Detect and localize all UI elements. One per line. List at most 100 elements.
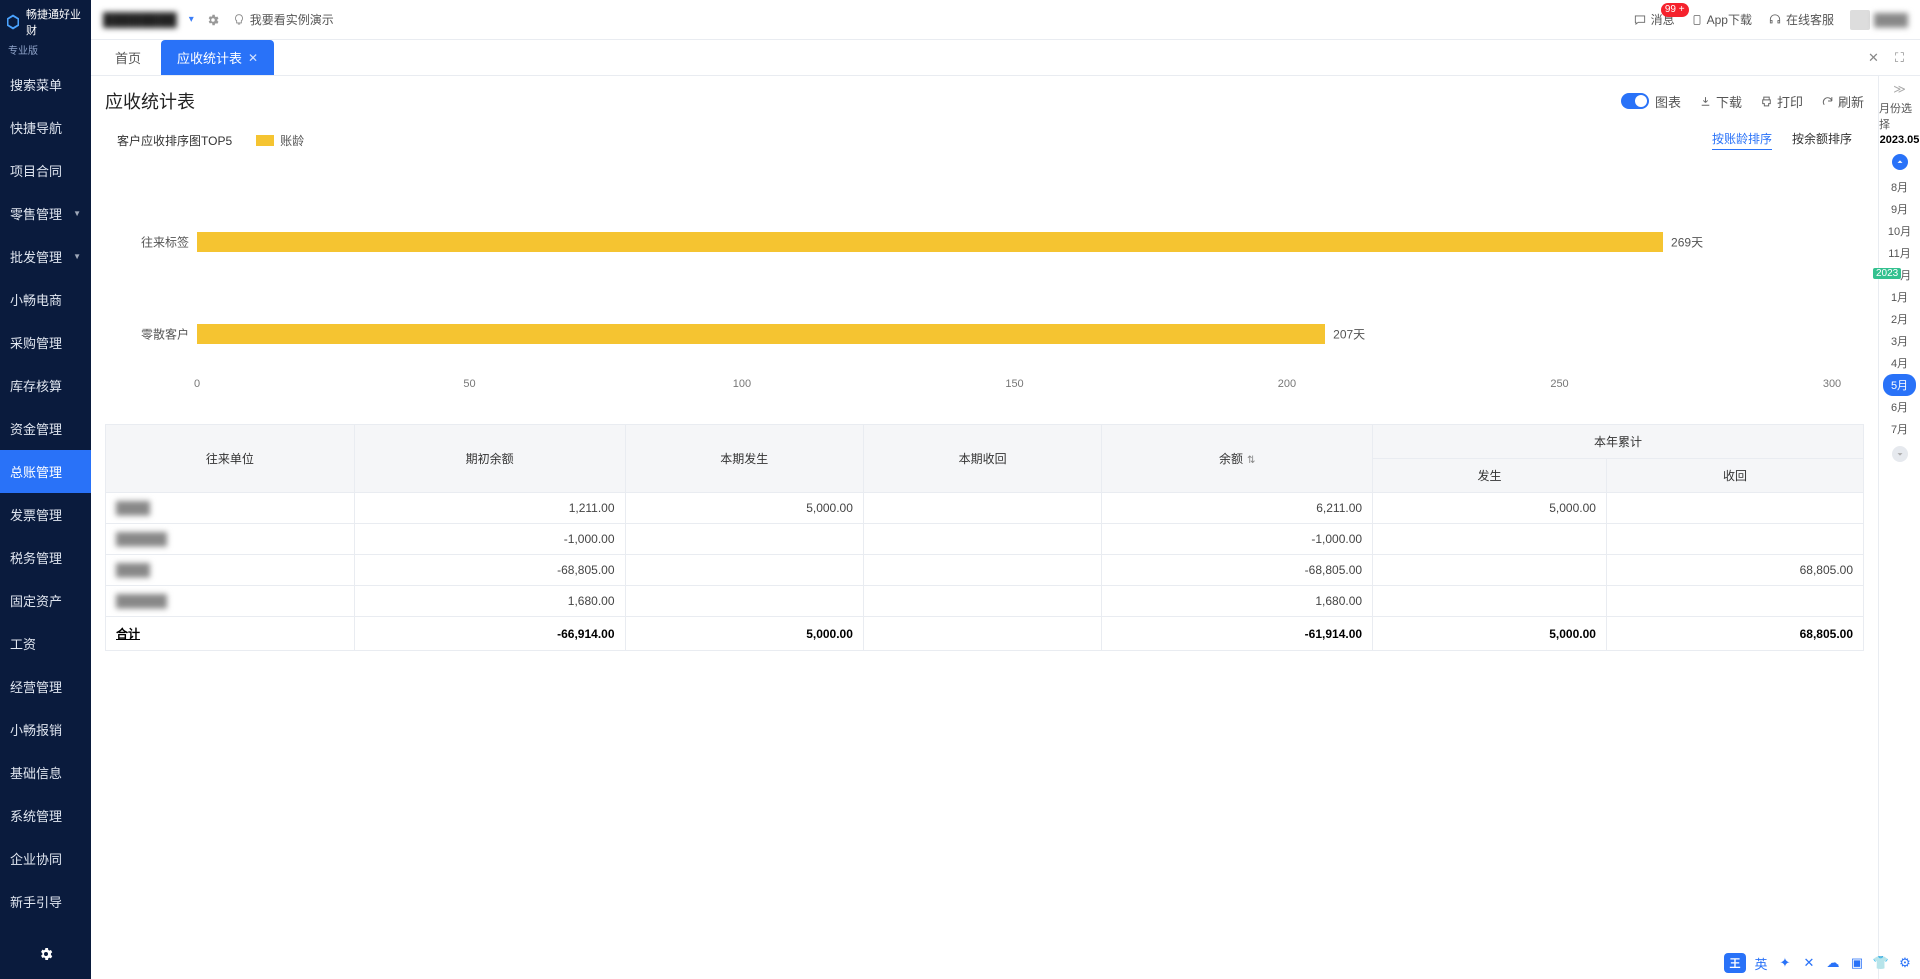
nav-item-8[interactable]: 资金管理	[0, 407, 91, 450]
cell-balance: 1,680.00	[1102, 586, 1373, 617]
nav-item-6[interactable]: 采购管理	[0, 321, 91, 364]
col-begin-balance[interactable]: 期初余额	[354, 425, 625, 493]
tray-icon[interactable]: 👕	[1872, 954, 1890, 972]
nav-item-10[interactable]: 发票管理	[0, 493, 91, 536]
table-row[interactable]: ████-68,805.00-68,805.0068,805.00	[106, 555, 1864, 586]
refresh-button[interactable]: 刷新	[1821, 92, 1864, 111]
nav-item-14[interactable]: 经营管理	[0, 665, 91, 708]
month-item[interactable]: 3月	[1879, 330, 1920, 352]
org-selector[interactable]: ████████	[103, 12, 177, 27]
col-partner[interactable]: 往来单位	[106, 425, 355, 493]
sort-by-aging[interactable]: 按账龄排序	[1712, 130, 1772, 150]
receivables-table: 往来单位 期初余额 本期发生 本期收回 余额⇅ 本年累计 发生 收回 ████1…	[105, 424, 1864, 651]
month-item[interactable]: 2月	[1879, 308, 1920, 330]
col-ytd-occur[interactable]: 发生	[1373, 459, 1607, 493]
month-item[interactable]: 6月	[1879, 396, 1920, 418]
headset-icon	[1768, 13, 1782, 27]
chart-bar-row: 269天	[197, 232, 1832, 252]
sidebar-settings[interactable]	[0, 932, 91, 979]
tray-icon[interactable]: ✕	[1800, 954, 1818, 972]
month-item[interactable]: 9月	[1879, 198, 1920, 220]
month-item[interactable]: 10月	[1879, 220, 1920, 242]
cell-ytd-recv: 68,805.00	[1606, 555, 1863, 586]
nav-item-2[interactable]: 项目合同	[0, 149, 91, 192]
nav-item-1[interactable]: 快捷导航	[0, 106, 91, 149]
nav-item-label: 税务管理	[10, 548, 62, 567]
cell-partner: ██████	[106, 524, 355, 555]
chart-bar[interactable]	[197, 232, 1663, 252]
table-row[interactable]: ██████-1,000.00-1,000.00	[106, 524, 1864, 555]
tray-icon[interactable]: ✦	[1776, 954, 1794, 972]
col-balance[interactable]: 余额⇅	[1102, 425, 1373, 493]
nav-item-0[interactable]: 搜索菜单	[0, 63, 91, 106]
fullscreen-icon[interactable]: ⛶	[1891, 46, 1908, 70]
user-menu[interactable]: ████	[1850, 10, 1908, 30]
month-panel-title: 月份选择	[1879, 100, 1920, 132]
nav-item-12[interactable]: 固定资产	[0, 579, 91, 622]
month-item[interactable]: 8月	[1879, 176, 1920, 198]
tray-icon[interactable]: ▣	[1848, 954, 1866, 972]
nav-item-label: 零售管理	[10, 204, 62, 223]
month-item[interactable]: 7月	[1879, 418, 1920, 440]
gear-icon	[38, 946, 54, 962]
sort-by-balance[interactable]: 按余额排序	[1792, 130, 1852, 150]
tray-icon[interactable]: 英	[1752, 954, 1770, 972]
org-settings-icon[interactable]	[206, 13, 220, 27]
download-button[interactable]: 下载	[1699, 92, 1742, 111]
print-icon	[1760, 95, 1773, 108]
nav-item-4[interactable]: 批发管理▼	[0, 235, 91, 278]
sort-icon[interactable]: ⇅	[1247, 455, 1255, 466]
nav-item-16[interactable]: 基础信息	[0, 751, 91, 794]
month-scroll-up[interactable]	[1892, 154, 1908, 170]
tabs-close-all-icon[interactable]: ✕	[1864, 46, 1883, 70]
print-button[interactable]: 打印	[1760, 92, 1803, 111]
close-icon[interactable]: ✕	[248, 51, 258, 65]
chart-toggle[interactable]: 图表	[1621, 92, 1681, 111]
table-row[interactable]: ██████1,680.001,680.00	[106, 586, 1864, 617]
page-title: 应收统计表	[105, 88, 195, 114]
cell-occur: 5,000.00	[625, 493, 863, 524]
nav-item-17[interactable]: 系统管理	[0, 794, 91, 837]
tab-receivables-stats[interactable]: 应收统计表 ✕	[161, 40, 274, 75]
month-item[interactable]: 1月	[1879, 286, 1920, 308]
sidebar: 畅捷通好业财 专业版 搜索菜单快捷导航项目合同零售管理▼批发管理▼小畅电商采购管…	[0, 0, 91, 979]
month-item[interactable]: 11月	[1879, 242, 1920, 264]
app-download-button[interactable]: App下载	[1691, 11, 1752, 28]
month-item[interactable]: 4月	[1879, 352, 1920, 374]
nav-item-5[interactable]: 小畅电商	[0, 278, 91, 321]
nav-item-label: 小畅报销	[10, 720, 62, 739]
ime-main-icon[interactable]: 王	[1724, 953, 1746, 973]
chevron-down-icon[interactable]: ▾	[189, 14, 194, 25]
chart-x-tick: 200	[1278, 378, 1296, 390]
chart-legend: 账龄	[256, 132, 304, 149]
demo-link[interactable]: 我要看实例演示	[232, 11, 334, 28]
online-service-button[interactable]: 在线客服	[1768, 11, 1834, 28]
nav-item-3[interactable]: 零售管理▼	[0, 192, 91, 235]
messages-button[interactable]: 消息 99 +	[1633, 11, 1675, 28]
nav-item-7[interactable]: 库存核算	[0, 364, 91, 407]
nav-item-9[interactable]: 总账管理	[0, 450, 91, 493]
cell-occur	[625, 555, 863, 586]
nav-item-15[interactable]: 小畅报销	[0, 708, 91, 751]
cell-total-label[interactable]: 合计	[106, 617, 355, 651]
nav-item-19[interactable]: 新手引导	[0, 880, 91, 923]
month-scroll-down[interactable]	[1892, 446, 1908, 462]
tray-icon[interactable]: ☁	[1824, 954, 1842, 972]
col-ytd-receive[interactable]: 收回	[1606, 459, 1863, 493]
refresh-icon	[1821, 95, 1834, 108]
collapse-icon[interactable]: ≫	[1893, 82, 1906, 96]
nav-item-18[interactable]: 企业协同	[0, 837, 91, 880]
tab-home[interactable]: 首页	[99, 40, 157, 75]
toggle-switch[interactable]	[1621, 93, 1649, 109]
table-row[interactable]: ████1,211.005,000.006,211.005,000.00	[106, 493, 1864, 524]
message-icon	[1633, 13, 1647, 27]
nav-item-13[interactable]: 工资	[0, 622, 91, 665]
tray-icon[interactable]: ⚙	[1896, 954, 1914, 972]
chart-bar[interactable]	[197, 324, 1325, 344]
nav-item-11[interactable]: 税务管理	[0, 536, 91, 579]
chart-bar-label: 207天	[1333, 325, 1365, 342]
col-current-receive[interactable]: 本期收回	[863, 425, 1101, 493]
month-item[interactable]: 5月	[1883, 374, 1916, 396]
col-current-occur[interactable]: 本期发生	[625, 425, 863, 493]
cell-recv	[863, 493, 1101, 524]
